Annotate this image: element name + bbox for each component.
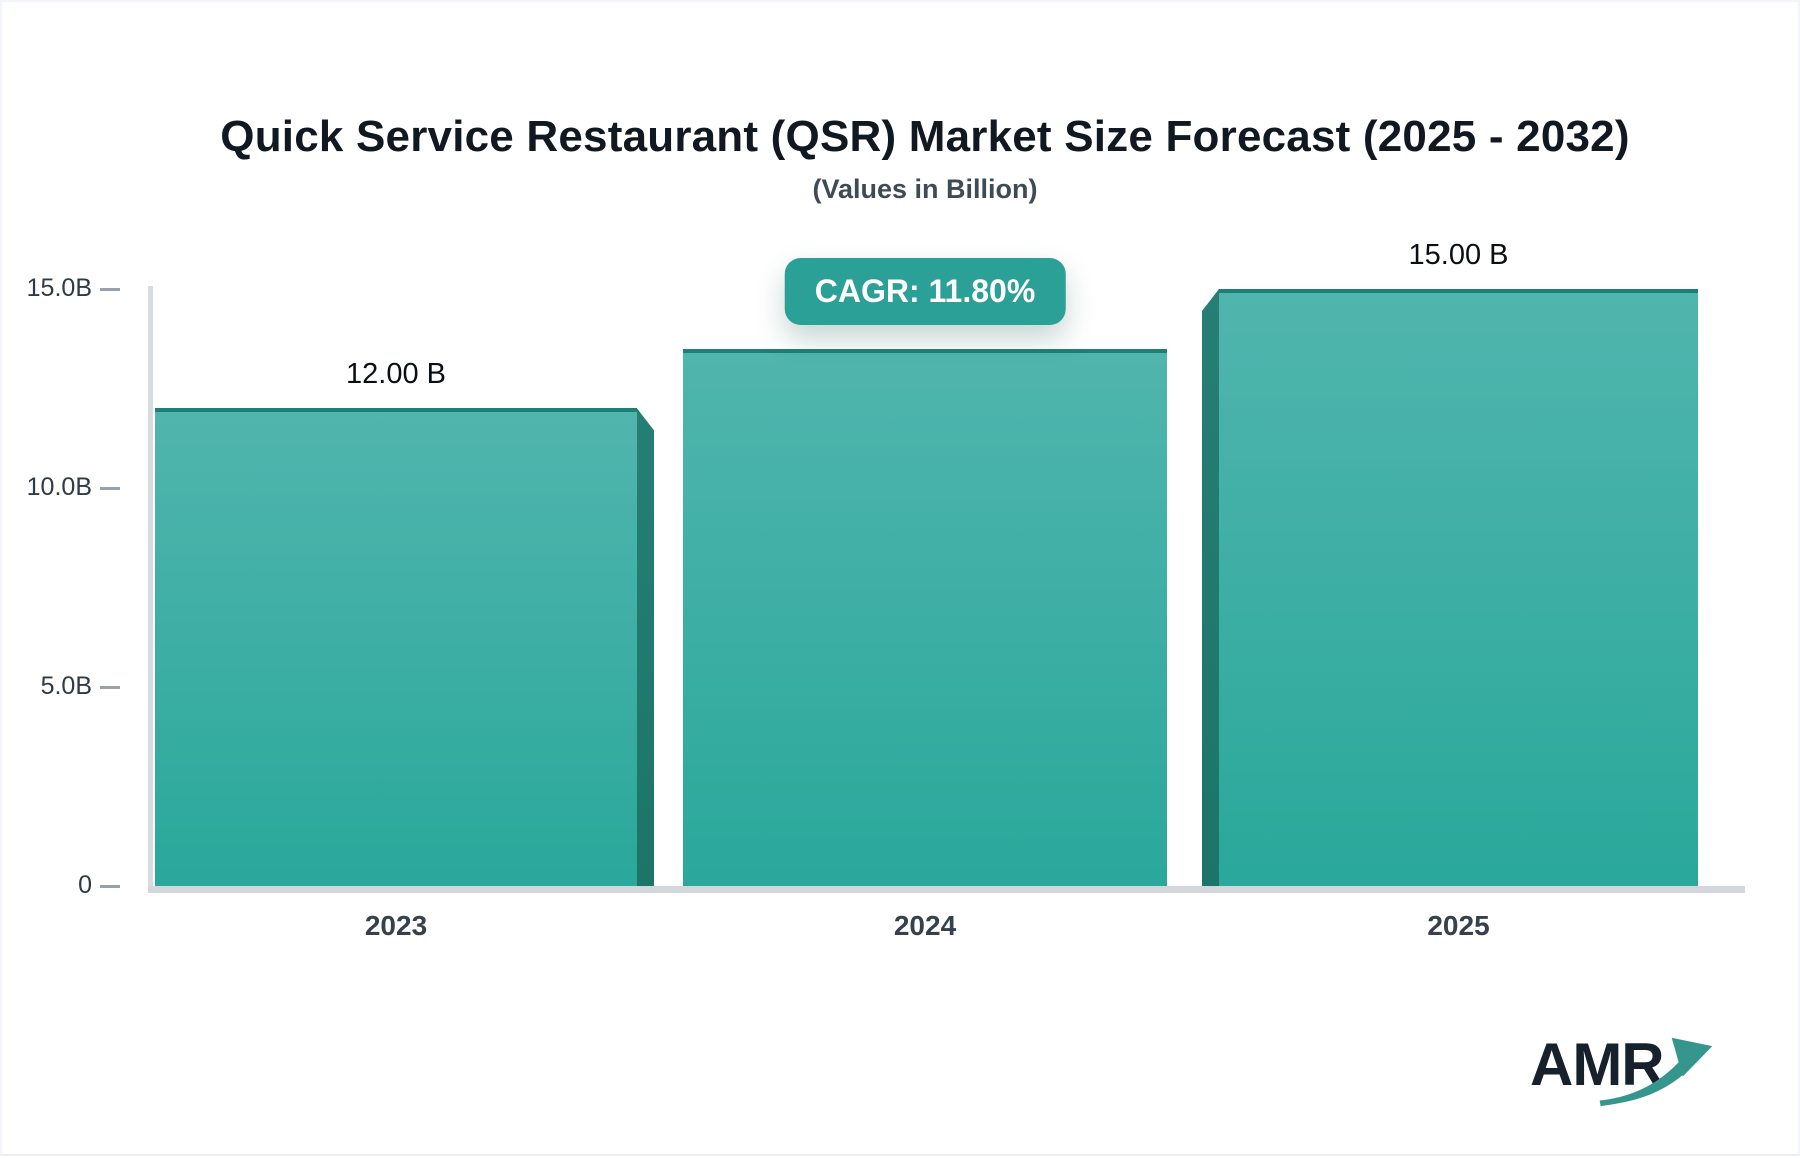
y-tick-mark — [100, 487, 120, 490]
bar-value-label: 15.00 B — [1408, 239, 1509, 271]
y-tick-mark — [100, 686, 120, 689]
y-tick-mark — [100, 288, 120, 291]
growth-arrow-icon — [1599, 1037, 1713, 1107]
y-tick-label: 10.0B — [26, 473, 92, 501]
bar-value-label: 12.00 B — [346, 358, 446, 391]
y-tick-mark — [100, 885, 120, 888]
bar-2023 — [155, 408, 637, 886]
bar-side-face — [637, 408, 654, 886]
amr-logo: AMR — [1530, 1030, 1740, 1120]
bar-2024 — [683, 348, 1167, 886]
y-tick-label: 0 — [78, 871, 92, 899]
bar-side-face — [1202, 289, 1219, 886]
amr-logo-text: AMR — [1530, 1031, 1665, 1098]
x-tick-label: 2023 — [364, 910, 428, 941]
y-tick-label: 15.0B — [26, 274, 92, 302]
x-axis-baseline — [148, 886, 1745, 893]
x-tick-label: 2024 — [893, 910, 957, 941]
cagr-badge: CAGR: 11.80% — [784, 258, 1066, 325]
chart-subtitle: (Values in Billion) — [812, 174, 1038, 204]
chart-title: Quick Service Restaurant (QSR) Market Si… — [220, 112, 1630, 161]
y-tick-label: 5.0B — [40, 672, 92, 700]
x-tick-label: 2025 — [1427, 910, 1490, 941]
y-axis-line — [148, 286, 153, 888]
bar-2025 — [1219, 289, 1698, 886]
